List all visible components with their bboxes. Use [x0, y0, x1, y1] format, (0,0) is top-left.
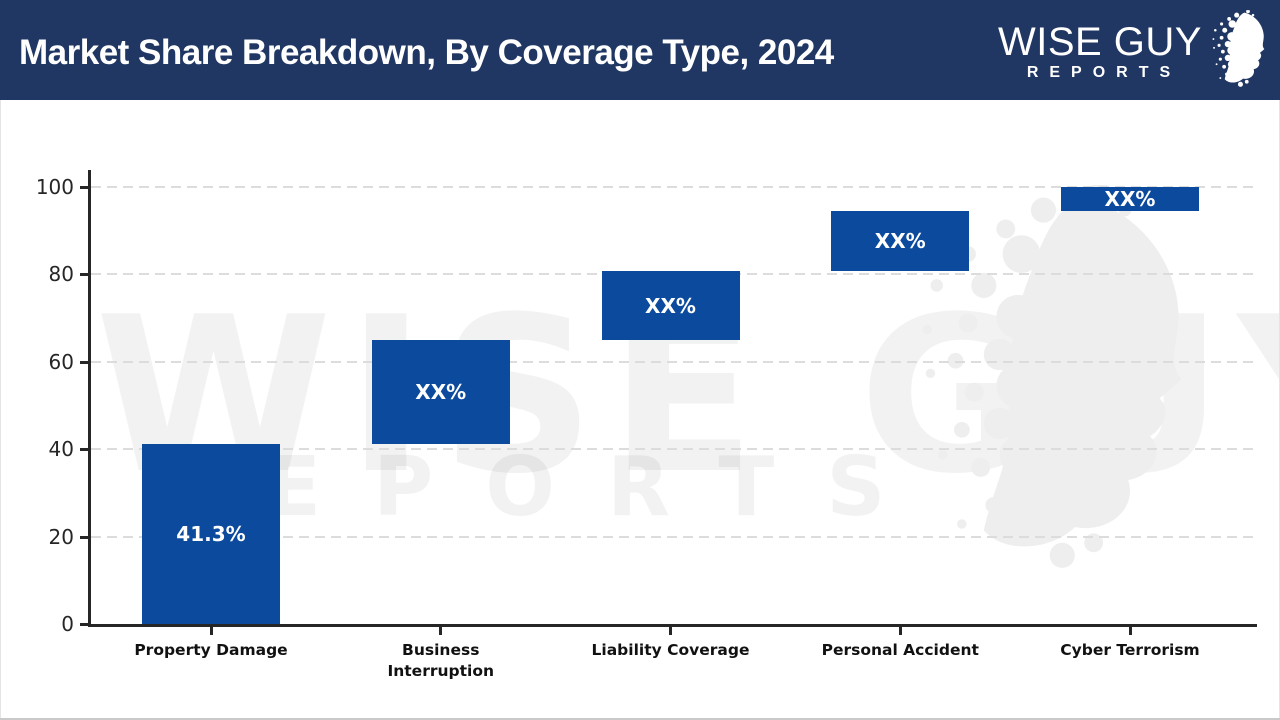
x-tick-mark [669, 627, 672, 635]
bar-liability-coverage: XX% [601, 271, 740, 341]
y-axis-tick-label: 80 [48, 262, 74, 287]
y-tick-mark [80, 535, 88, 539]
bar-cyber-terrorism: XX% [1061, 187, 1199, 212]
y-axis-tick-label: 20 [48, 524, 74, 549]
y-tick-mark [80, 186, 88, 189]
x-axis-line [88, 624, 1257, 627]
x-tick-mark [209, 627, 213, 635]
wiseguy-logo: WISE GUY REPORTS [998, 8, 1270, 94]
y-axis-tick-label: 40 [48, 437, 74, 462]
x-category-label: Liability Coverage [591, 641, 750, 659]
y-tick-mark [80, 360, 88, 364]
bar-value-label: XX% [415, 379, 467, 404]
gridline [91, 186, 1257, 188]
bar-value-label: 41.3% [176, 521, 246, 546]
bar-personal-accident: XX% [831, 211, 970, 272]
bar-value-label: XX% [874, 229, 926, 254]
y-tick-mark [80, 623, 88, 626]
x-tick-mark [898, 627, 902, 635]
y-tick-mark [80, 273, 88, 277]
logo-text: WISE GUY REPORTS [998, 21, 1202, 82]
x-category-label: Business Interruption [387, 641, 495, 680]
chart-title: Market Share Breakdown, By Coverage Type… [19, 33, 834, 72]
x-category-label: Cyber Terrorism [1060, 641, 1200, 659]
logo-subtitle: REPORTS [1026, 63, 1182, 81]
gridline [91, 535, 1257, 538]
wiseguy-face-logo-icon [1204, 8, 1270, 94]
y-tick-mark [80, 448, 88, 452]
gridline [91, 448, 1257, 451]
bar-property-damage: 41.3% [142, 443, 280, 624]
bar-value-label: XX% [645, 293, 696, 318]
y-axis-tick-label: 0 [61, 612, 74, 636]
bar-value-label: XX% [1104, 187, 1156, 212]
logo-wordmark: WISE GUY [997, 19, 1202, 64]
x-tick-mark [439, 627, 443, 635]
x-tick-mark [1128, 627, 1132, 635]
bar-business-interruption: XX% [371, 340, 510, 444]
gridline [91, 360, 1257, 363]
x-category-label: Personal Accident [821, 641, 979, 659]
x-category-label: Property Damage [134, 641, 288, 659]
left-border [0, 100, 1, 718]
header-bar: Market Share Breakdown, By Coverage Type… [0, 0, 1280, 100]
y-axis-tick-label: 100 [35, 175, 74, 199]
y-axis-tick-label: 60 [48, 349, 74, 374]
bottom-divider [0, 718, 1280, 720]
chart-area: WISE GUY REPORTS 0 20 40 60 80 100 41.3% Proper… [0, 100, 1280, 718]
y-axis-line [88, 170, 91, 627]
